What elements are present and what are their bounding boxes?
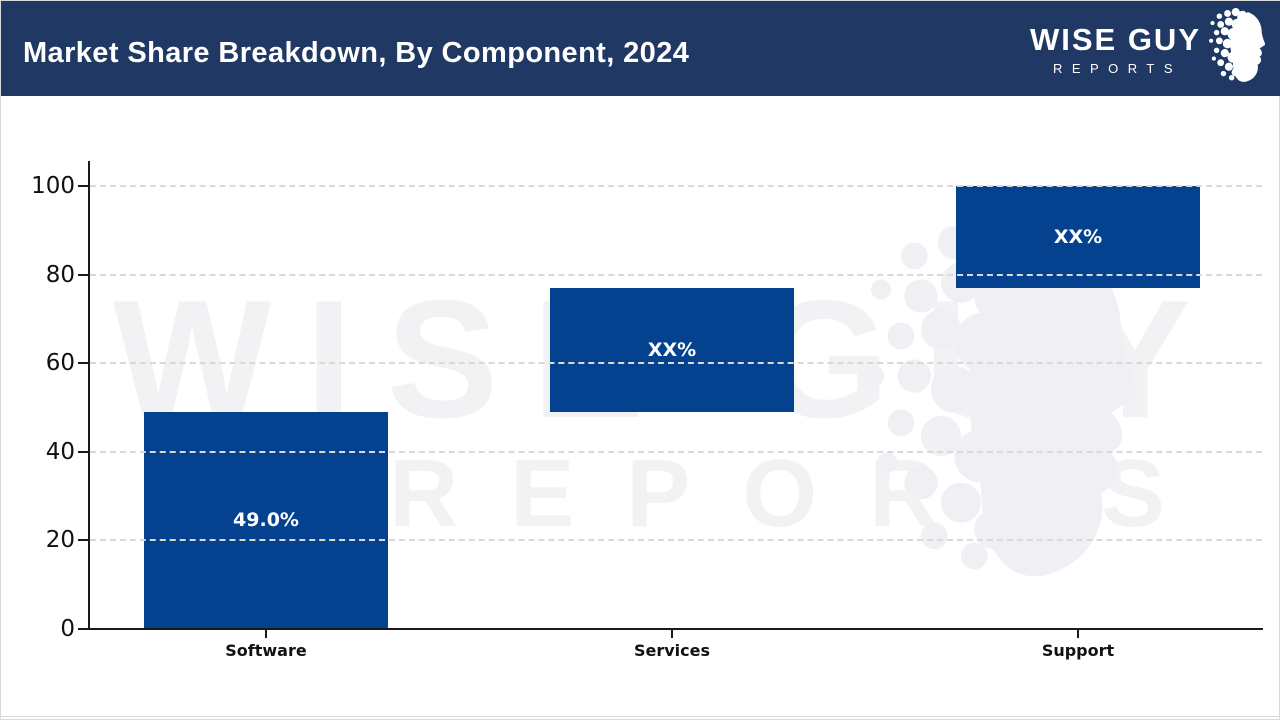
x-axis-tick (671, 630, 673, 638)
bar-value-label: XX% (1053, 225, 1103, 248)
y-axis-tick (78, 539, 88, 541)
y-axis-tick-label: 40 (45, 438, 75, 465)
bar-value-label: XX% (647, 338, 697, 361)
x-axis-label-services: Services (633, 641, 711, 660)
y-axis-tick (78, 185, 88, 187)
bar-support: XX% (956, 186, 1200, 288)
bottom-divider (1, 716, 1280, 717)
y-axis-tick-label: 100 (31, 173, 75, 199)
x-axis-label-software: Software (225, 641, 307, 660)
y-axis-tick (78, 450, 88, 453)
y-axis-tick (78, 362, 88, 364)
y-axis-tick-label: 20 (45, 527, 75, 553)
y-axis-tick-label: 0 (60, 615, 75, 642)
x-axis-tick (265, 630, 267, 638)
grid-line (90, 450, 1262, 453)
grid-line (90, 362, 1262, 364)
bar-value-label: 49.0% (233, 509, 299, 532)
logo-subtitle: REPORTS (1052, 61, 1183, 76)
bar-software: 49.0% (144, 411, 388, 629)
x-axis-line (88, 628, 1263, 630)
grid-line (90, 273, 1262, 276)
logo-text: WISE GUY REPORTS (1030, 22, 1201, 76)
y-axis-tick-label: 80 (45, 261, 75, 288)
y-axis-tick (78, 627, 88, 630)
grid-line (90, 539, 1262, 541)
logo-wordmark: WISE GUY (1029, 22, 1201, 57)
page-header: Market Share Breakdown, By Component, 20… (1, 1, 1280, 96)
y-axis-line (88, 161, 90, 630)
x-axis-tick (1077, 630, 1079, 638)
grid-line (90, 185, 1262, 187)
y-axis-tick (78, 273, 88, 276)
x-axis-label-support: Support (1041, 641, 1115, 660)
logo-face-icon (1209, 8, 1266, 82)
wise-guy-logo: WISE GUY REPORTS (1030, 7, 1269, 91)
bar-services: XX% (550, 287, 794, 412)
page-title: Market Share Breakdown, By Component, 20… (23, 37, 690, 69)
y-axis-tick-label: 60 (45, 350, 75, 376)
